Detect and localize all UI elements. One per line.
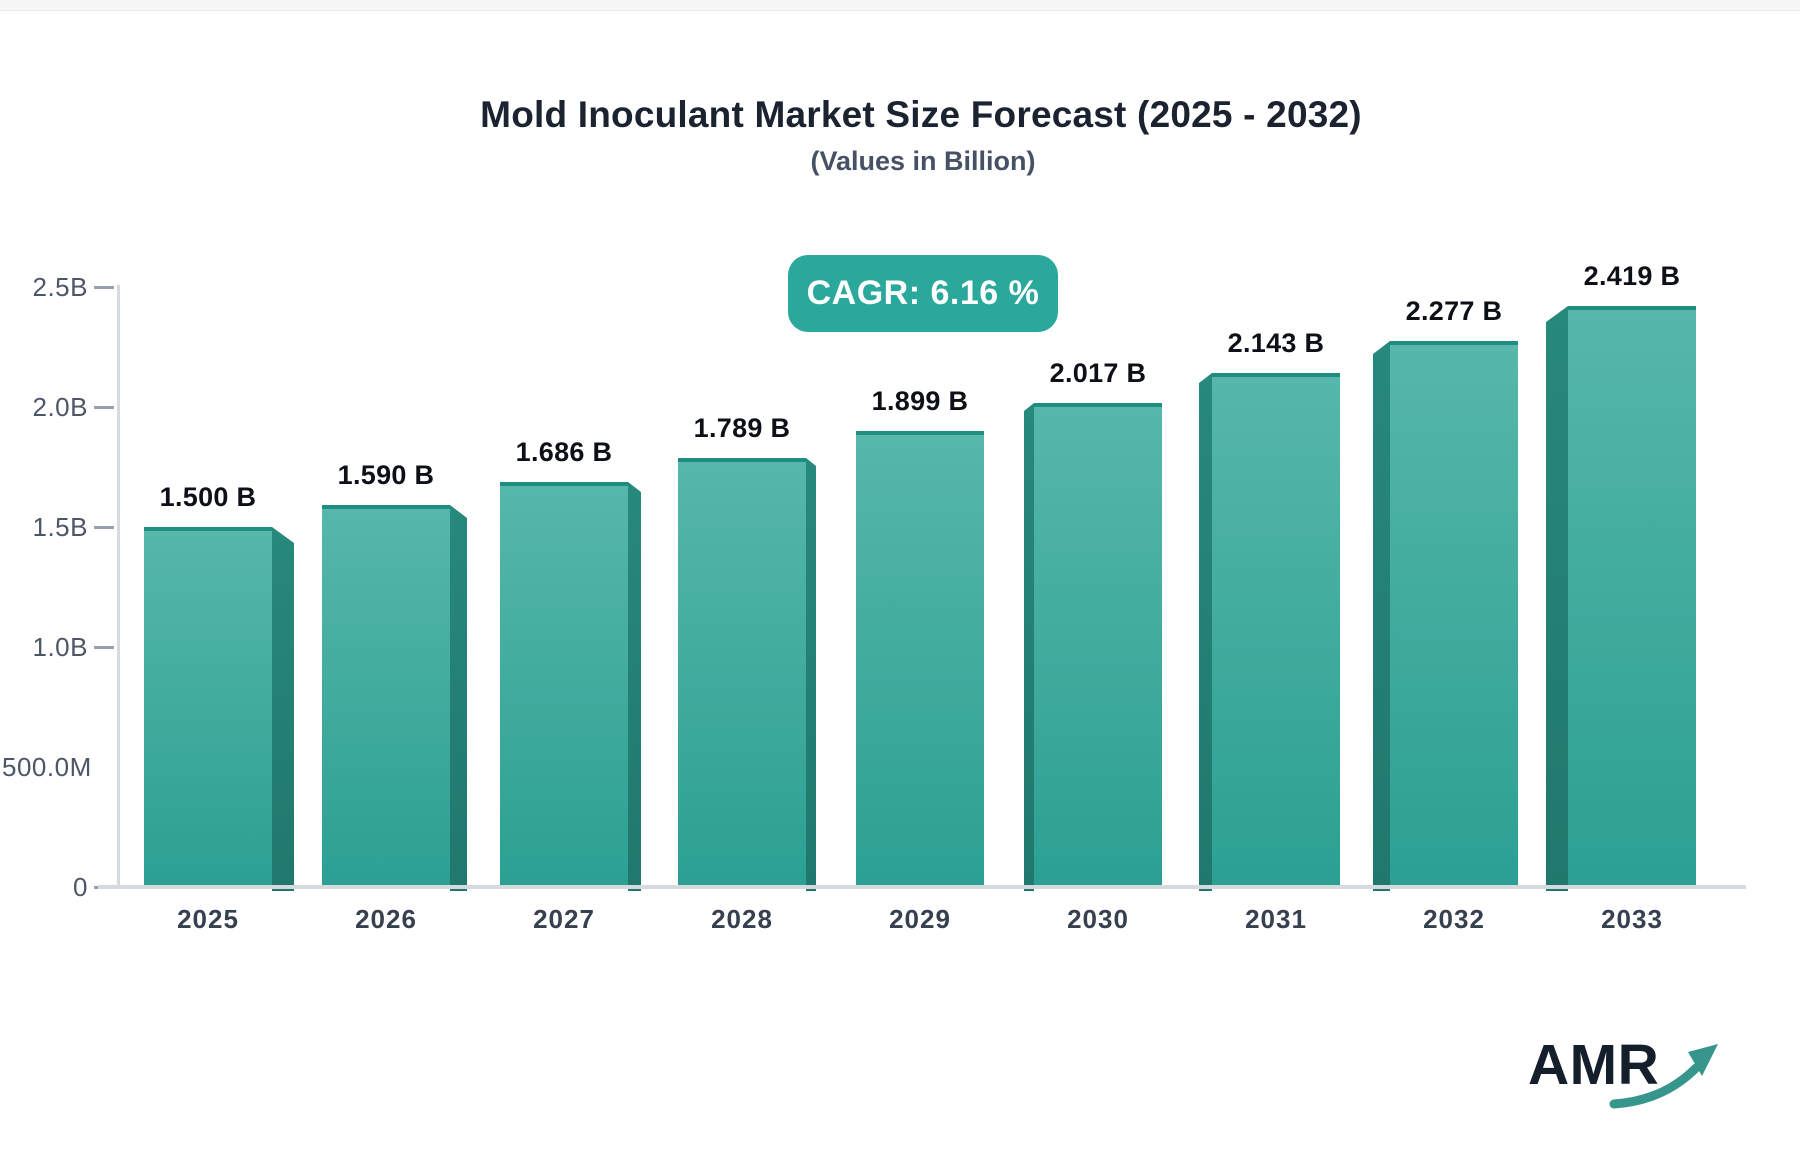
bar-value-label: 2.143 B (1227, 328, 1325, 358)
bar-face (1212, 373, 1340, 887)
x-axis-baseline (98, 885, 1746, 889)
bar-face (322, 505, 450, 887)
cagr-badge-label: CAGR: 6.16 % (806, 274, 1040, 312)
bar-side (272, 527, 294, 891)
page-top-strip (0, 0, 1800, 11)
y-tick-dash (94, 646, 114, 649)
bar-side (1199, 373, 1212, 891)
bar-value-label: 2.419 B (1583, 261, 1681, 291)
bar-value-label: 2.017 B (1049, 358, 1147, 388)
y-tick-dash (94, 406, 114, 409)
bar-value-label: 1.789 B (693, 413, 791, 443)
x-tick-label: 2025 (177, 904, 239, 934)
growth-arrow-icon (1609, 1044, 1718, 1109)
cagr-badge: CAGR: 6.16 % (788, 255, 1058, 332)
x-tick-label: 2027 (533, 904, 595, 934)
x-tick-label: 2030 (1067, 904, 1129, 934)
y-tick-label: 0 (73, 872, 88, 902)
amr-logo-text: AMR (1528, 1033, 1660, 1097)
y-tick-label: 1.0B (32, 632, 88, 662)
bar-face (678, 458, 806, 887)
bar-side (450, 505, 467, 891)
x-tick-label: 2031 (1245, 904, 1307, 934)
x-tick-label: 2026 (355, 904, 417, 934)
bar-value-label: 1.899 B (871, 386, 969, 416)
x-tick-label: 2028 (711, 904, 773, 934)
bar-face (500, 482, 628, 887)
chart-subtitle: (Values in Billion) (810, 146, 1036, 176)
bar-side (806, 458, 816, 891)
bar-value-label: 2.277 B (1405, 296, 1503, 326)
amr-logo[interactable]: AMR (1528, 1026, 1718, 1110)
y-tick-label: 2.0B (32, 392, 88, 422)
chart-title: Mold Inoculant Market Size Forecast (202… (480, 94, 1362, 135)
bar-side (1546, 306, 1568, 891)
bar-face (144, 527, 272, 887)
bar-side (1373, 341, 1390, 891)
y-tick-label: 1.5B (32, 512, 88, 542)
y-tick-label: 2.5B (32, 272, 88, 302)
y-tick-label: 500.0M (2, 752, 92, 782)
bar-face (856, 431, 984, 887)
bar-value-label: 1.500 B (159, 482, 257, 512)
y-axis-line (117, 285, 120, 888)
y-tick-dash (94, 526, 114, 529)
bar-face (1390, 341, 1518, 887)
x-tick-label: 2029 (889, 904, 951, 934)
y-tick-dash (94, 286, 114, 289)
bar-value-label: 1.590 B (337, 460, 435, 490)
bar-face (1034, 403, 1162, 887)
bar-side (1024, 403, 1034, 891)
bar-side (628, 482, 641, 891)
x-tick-label: 2032 (1423, 904, 1485, 934)
bar-face (1568, 306, 1696, 887)
x-tick-label: 2033 (1601, 904, 1663, 934)
bar-value-label: 1.686 B (515, 437, 613, 467)
